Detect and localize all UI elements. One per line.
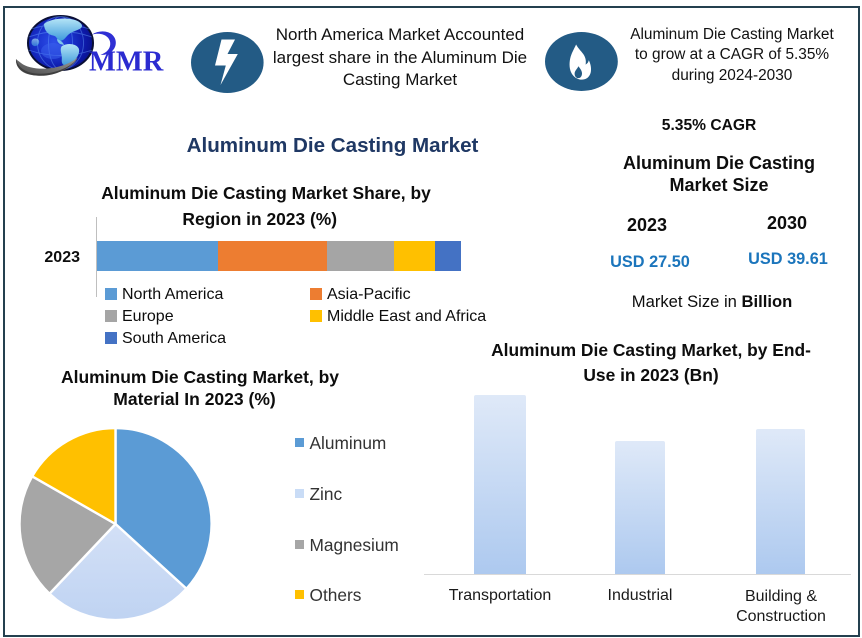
svg-text:MMR: MMR [89, 47, 164, 78]
